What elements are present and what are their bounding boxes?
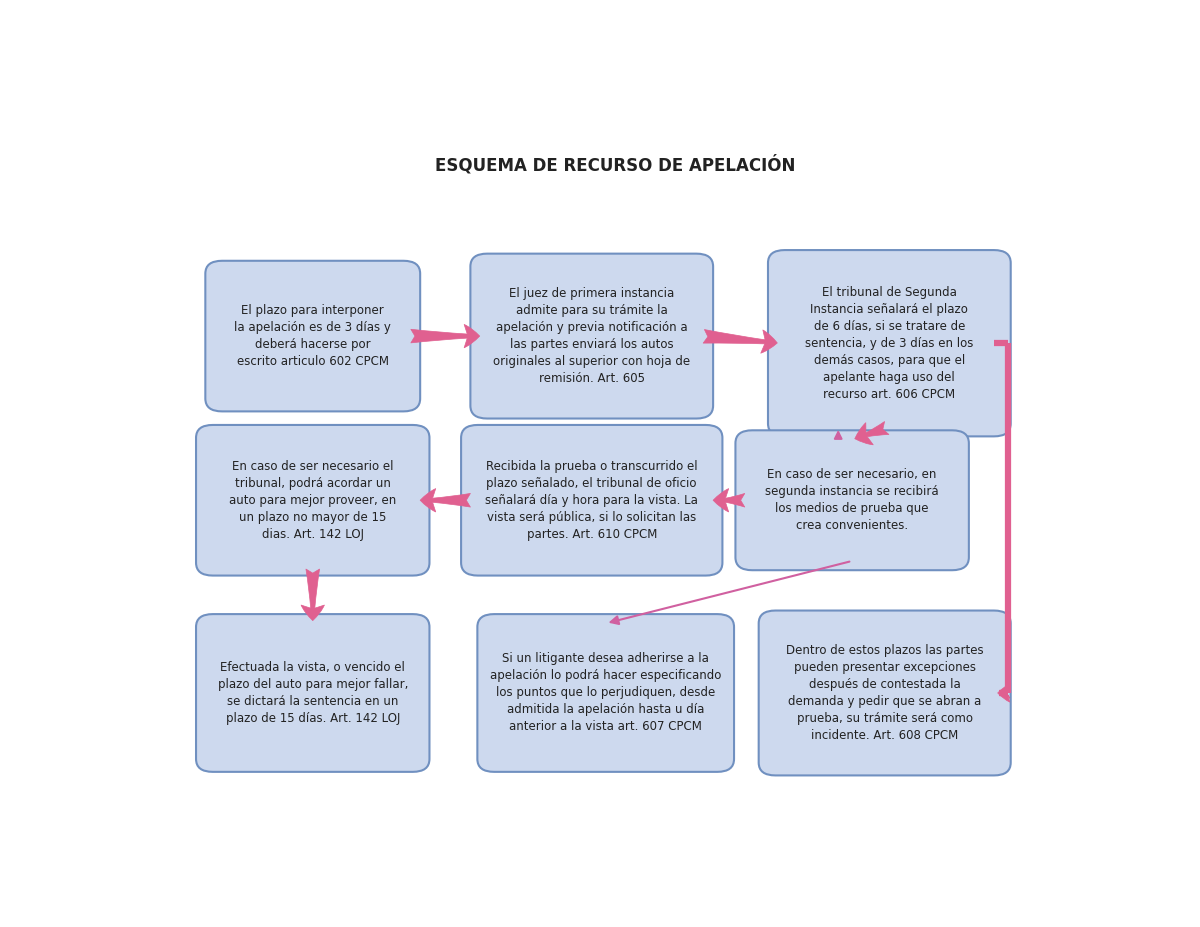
Text: Si un litigante desea adherirse a la
apelación lo podrá hacer especificando
los : Si un litigante desea adherirse a la ape… xyxy=(490,653,721,733)
FancyBboxPatch shape xyxy=(758,611,1010,775)
FancyBboxPatch shape xyxy=(205,260,420,412)
FancyBboxPatch shape xyxy=(478,614,734,772)
FancyBboxPatch shape xyxy=(196,425,430,576)
Text: El plazo para interponer
la apelación es de 3 días y
deberá hacerse por
escrito : El plazo para interponer la apelación es… xyxy=(234,304,391,368)
Text: En caso de ser necesario el
tribunal, podrá acordar un
auto para mejor proveer, : En caso de ser necesario el tribunal, po… xyxy=(229,460,396,540)
Text: ESQUEMA DE RECURSO DE APELACIÓN: ESQUEMA DE RECURSO DE APELACIÓN xyxy=(434,155,796,174)
FancyBboxPatch shape xyxy=(196,614,430,772)
FancyBboxPatch shape xyxy=(768,250,1010,437)
Text: El tribunal de Segunda
Instancia señalará el plazo
de 6 días, si se tratare de
s: El tribunal de Segunda Instancia señalar… xyxy=(805,286,973,400)
Text: Efectuada la vista, o vencido el
plazo del auto para mejor fallar,
se dictará la: Efectuada la vista, o vencido el plazo d… xyxy=(217,661,408,725)
FancyBboxPatch shape xyxy=(736,430,968,570)
Text: Dentro de estos plazos las partes
pueden presentar excepciones
después de contes: Dentro de estos plazos las partes pueden… xyxy=(786,644,984,742)
Text: En caso de ser necesario, en
segunda instancia se recibirá
los medios de prueba : En caso de ser necesario, en segunda ins… xyxy=(766,468,938,532)
Text: Recibida la prueba o transcurrido el
plazo señalado, el tribunal de oficio
señal: Recibida la prueba o transcurrido el pla… xyxy=(485,460,698,540)
Text: El juez de primera instancia
admite para su trámite la
apelación y previa notifi: El juez de primera instancia admite para… xyxy=(493,287,690,385)
FancyBboxPatch shape xyxy=(461,425,722,576)
FancyBboxPatch shape xyxy=(470,254,713,418)
